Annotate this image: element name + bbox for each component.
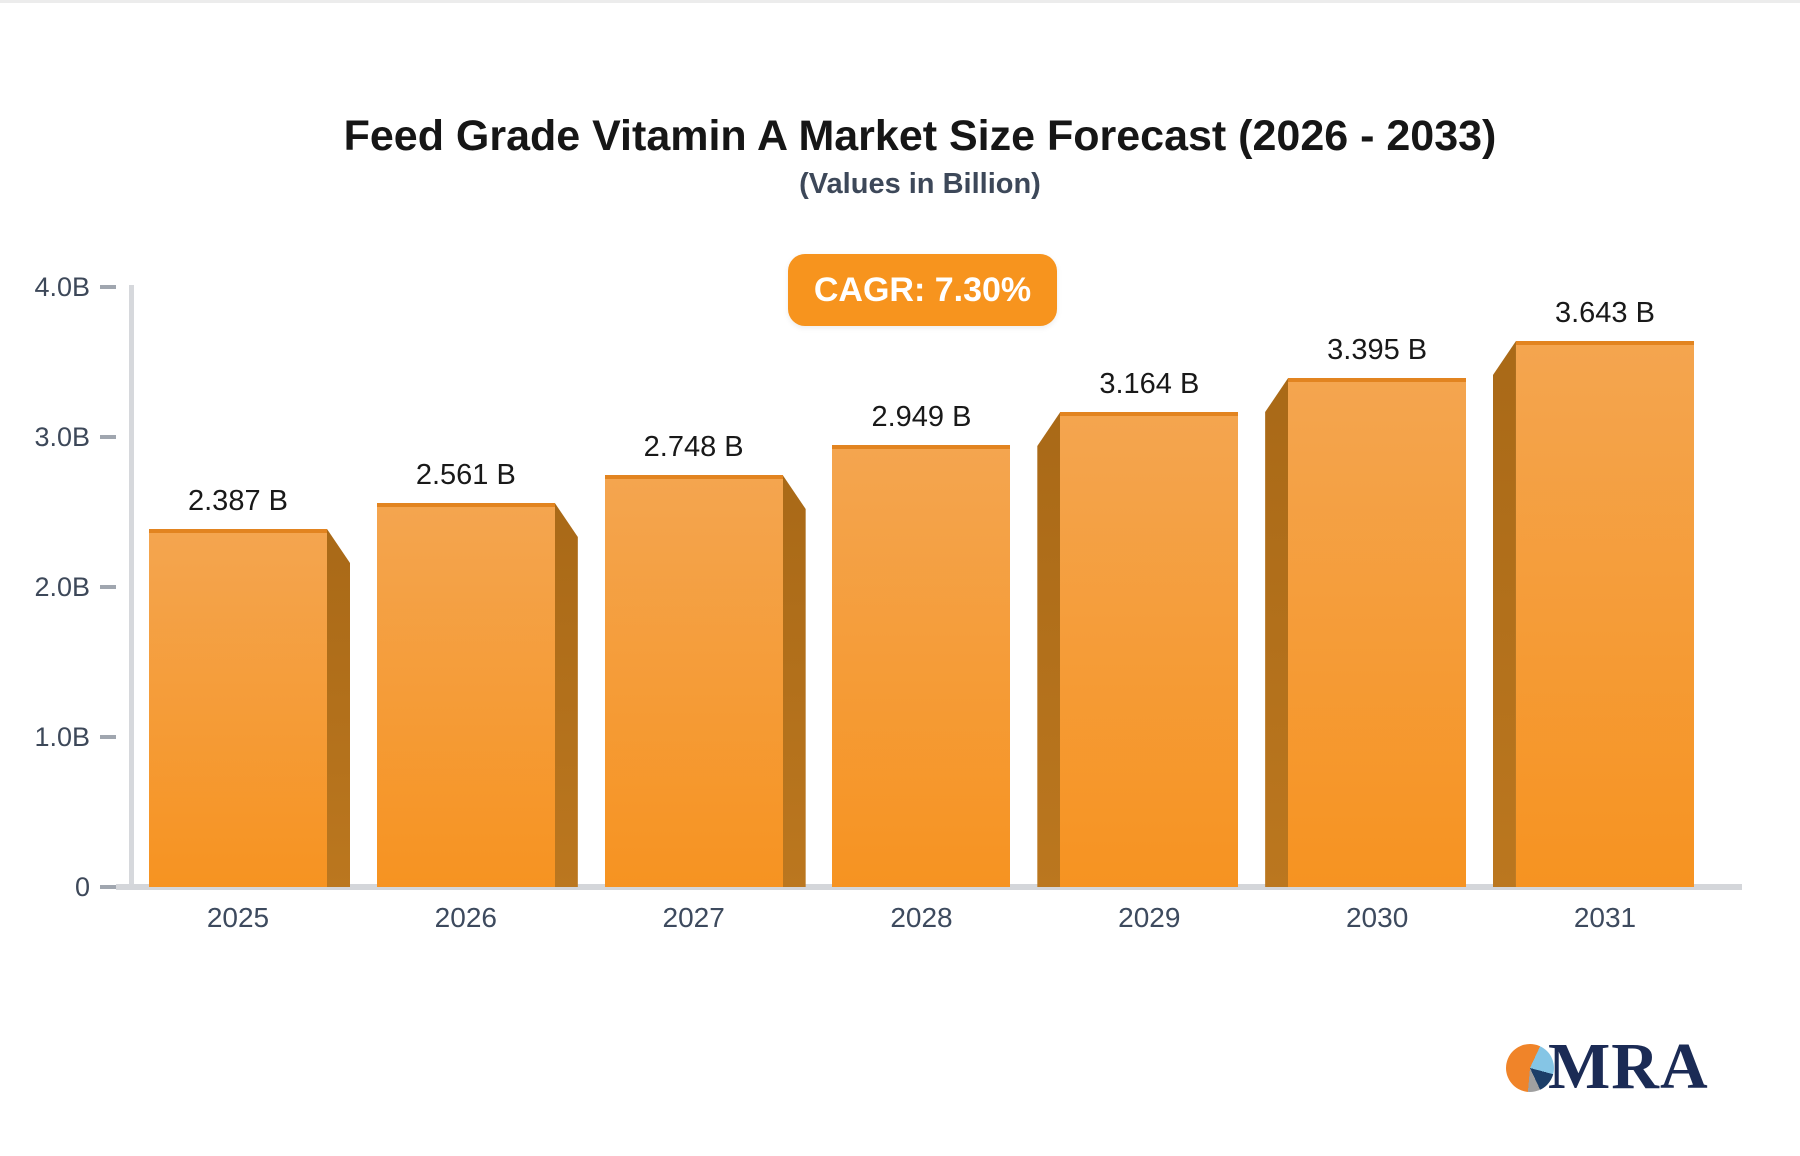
bar-side-2029 (1037, 412, 1061, 887)
x-axis-label-2030: 2030 (1345, 902, 1409, 933)
bar-side-2031 (1492, 341, 1516, 887)
x-axis-label-2031: 2031 (1573, 902, 1637, 933)
y-axis-label-1.0B: 1.0B (34, 722, 90, 752)
value-label-2026: 2.561 B (415, 459, 516, 491)
x-axis-label-2025: 2025 (206, 902, 270, 933)
chart-title: Feed Grade Vitamin A Market Size Forecas… (343, 112, 1497, 160)
x-axis-baseline (116, 884, 1742, 890)
top-border (0, 0, 1800, 3)
value-label-2028: 2.949 B (871, 401, 972, 433)
x-axis-label-2028: 2028 (890, 902, 953, 933)
chart-subtitle: (Values in Billion) (799, 168, 1041, 200)
value-label-2030: 3.395 B (1327, 334, 1428, 366)
logo-text: MRA (1548, 1030, 1709, 1103)
cagr-badge: CAGR: 7.30% (788, 254, 1057, 326)
y-tick-0 (100, 885, 116, 889)
bar-2026 (376, 503, 555, 887)
y-axis-label-2.0B: 2.0B (34, 572, 90, 602)
y-tick-2.0B (100, 585, 116, 589)
value-label-2029: 3.164 B (1099, 368, 1200, 400)
bar-side-2030 (1265, 378, 1289, 887)
y-axis-label-0: 0 (74, 872, 90, 902)
y-axis-label-4.0B: 4.0B (34, 272, 90, 302)
bar-2029 (1060, 412, 1239, 887)
bar-2030 (1288, 378, 1467, 887)
logo-pie-icon (1506, 1044, 1554, 1092)
bar-side-2025 (327, 529, 350, 887)
y-axis-label-3.0B: 3.0B (34, 422, 90, 452)
y-axis-line (129, 285, 134, 887)
bar-2027 (604, 475, 783, 887)
value-label-2025: 2.387 B (188, 485, 288, 517)
value-label-2031: 3.643 B (1554, 297, 1655, 329)
bar-side-2026 (554, 503, 578, 887)
y-tick-3.0B (100, 435, 116, 439)
bar-2025 (149, 529, 327, 887)
bar-2031 (1515, 341, 1694, 887)
value-label-2027: 2.748 B (643, 431, 744, 463)
x-axis-label-2029: 2029 (1118, 902, 1181, 933)
logo: MRA (1506, 1028, 1766, 1108)
x-axis-label-2026: 2026 (434, 902, 497, 933)
bar-2028 (832, 445, 1011, 887)
x-axis-label-2027: 2027 (662, 902, 725, 933)
y-tick-4.0B (100, 285, 116, 289)
bar-side-2027 (782, 475, 806, 887)
y-tick-1.0B (100, 735, 116, 739)
